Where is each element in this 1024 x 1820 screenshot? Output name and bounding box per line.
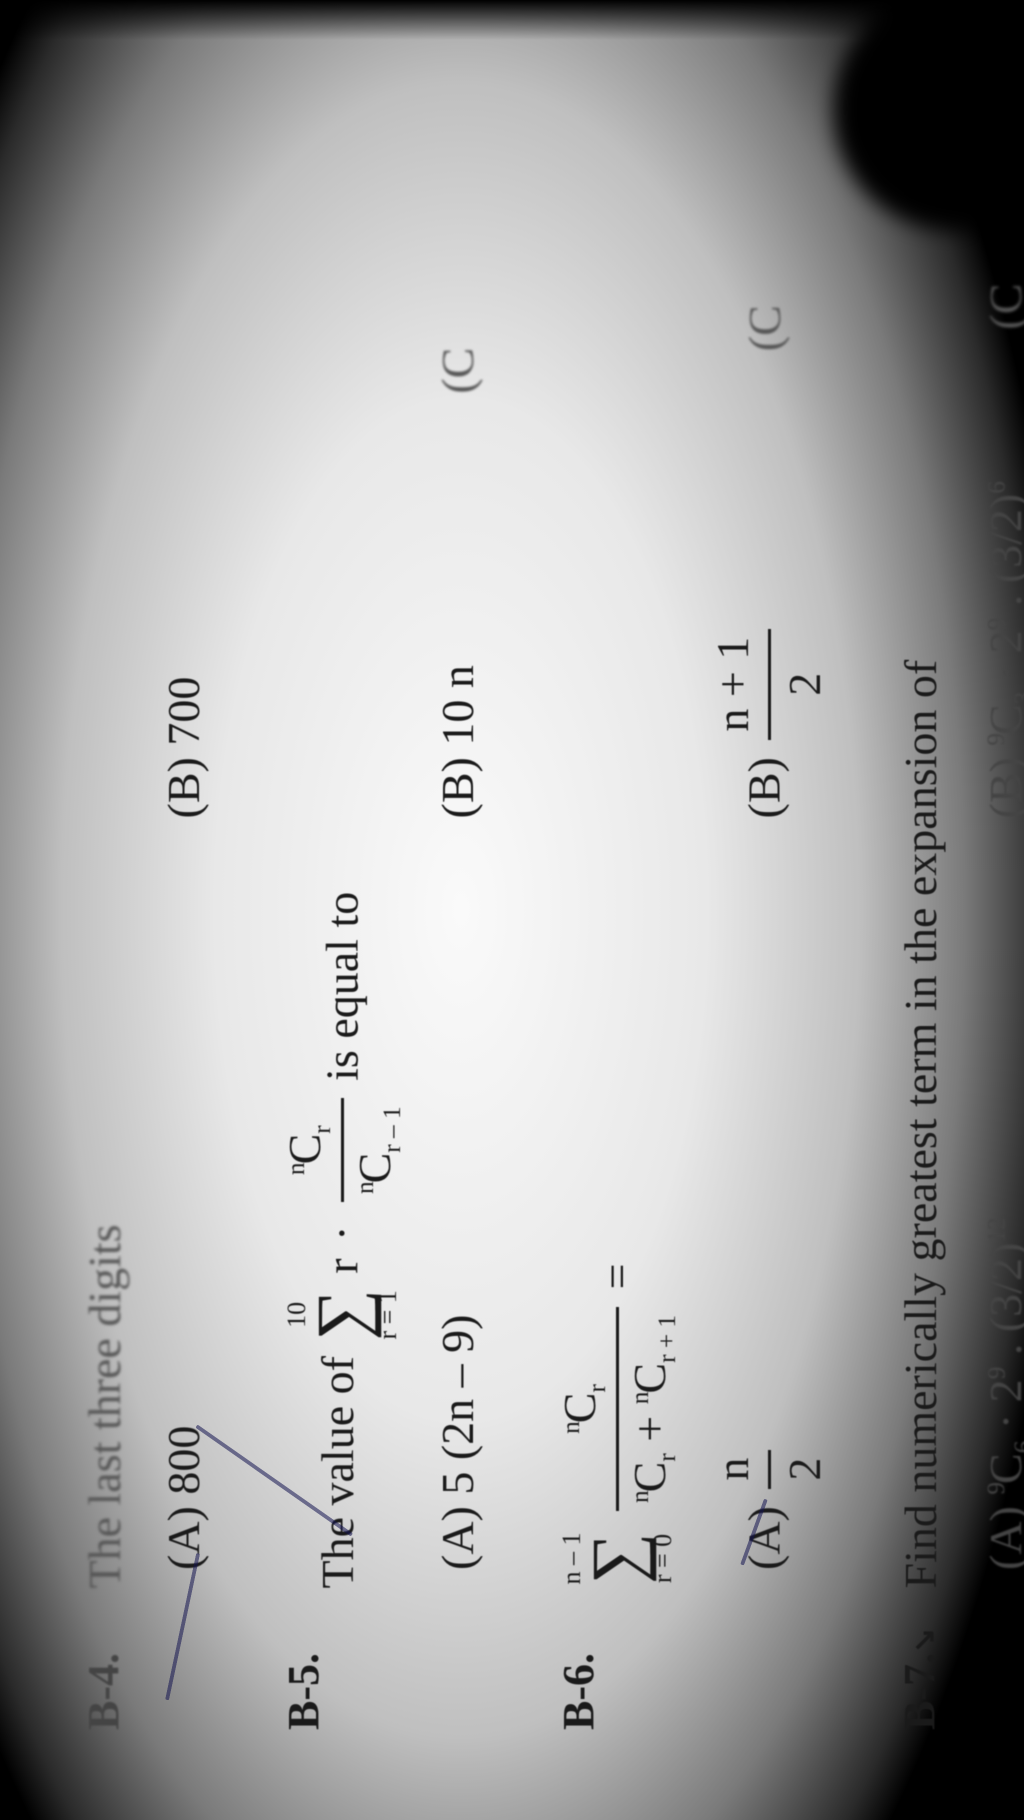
options-b6: (A) n 2 (B) n + 1 2 (C — [701, 30, 837, 1570]
b7-optB: (B) 9C3 · 29 . (3/2)6 — [974, 481, 1024, 818]
b5-stem-pre: The value of — [312, 1345, 363, 1589]
b6-optC: (C — [739, 305, 790, 351]
b7-optA: (A) 9C6 · 29 . (3/2)12 — [974, 830, 1024, 1570]
b5-stem-post: is equal to — [316, 892, 367, 1081]
qnum-b6: B-6. — [551, 1600, 606, 1730]
qnum-b7: B-7.↘ — [892, 1600, 947, 1730]
b5-optA: (A) 5 (2n – 9) — [426, 830, 490, 1570]
b5-sum-lower: r = 1 — [375, 1289, 401, 1340]
b6-optB: (B) n + 1 2 — [701, 623, 837, 819]
options-b7: (A) 9C6 · 29 . (3/2)12 (B) 9C3 · 29 . (3… — [974, 30, 1024, 1570]
b7-optC: (C — [980, 284, 1024, 330]
qnum-b5: B-5. — [276, 1600, 331, 1730]
b5-frac: nCr nCr – 1 — [276, 1098, 409, 1202]
stem-b4: The last three digits — [76, 89, 134, 1589]
question-b6: B-6. n – 1 ∑ r = 0 nCr nCr + nCr + 1 = — [551, 30, 684, 1730]
content-block: B-4. The last three digits (A) 800 (B) 7… — [40, 30, 1024, 1730]
options-b5: (A) 5 (2n – 9) (B) 10 n (C — [426, 30, 490, 1570]
qnum-b4: B-4. — [76, 1600, 131, 1730]
b5-sum-body: r — [316, 1258, 367, 1273]
b5-frac-num: nCr — [276, 1098, 344, 1202]
b6-frac-den: nCr + nCr + 1 — [619, 1307, 684, 1511]
b5-frac-den: nCr – 1 — [344, 1098, 409, 1202]
b4-optB: (B) 700 — [152, 677, 216, 819]
page-surface: B-4. The last three digits (A) 800 (B) 7… — [0, 0, 1024, 1820]
question-b4: B-4. The last three digits — [76, 30, 134, 1730]
b6-optB-frac: n + 1 2 — [701, 629, 837, 740]
b4-optA: (A) 800 — [152, 830, 216, 1570]
options-b4: (A) 800 (B) 700 — [152, 30, 216, 1570]
b5-optC: (C — [432, 348, 483, 394]
b6-frac-num: nCr — [551, 1307, 619, 1511]
b6-frac: nCr nCr + nCr + 1 — [551, 1307, 684, 1511]
sigma-icon-2: n – 1 ∑ r = 0 — [559, 1533, 676, 1585]
stem-b7: Find numerically greatest term in the ex… — [892, 89, 950, 1589]
b6-optA: (A) n 2 — [701, 830, 837, 1570]
b6-equals: = — [591, 1263, 642, 1289]
b5-dot: · — [316, 1226, 367, 1241]
sigma-icon: 10 ∑ r = 1 — [284, 1289, 401, 1340]
stem-b5: The value of 10 ∑ r = 1 r · nCr nCr – 1 … — [276, 89, 409, 1589]
sigma-glyph-2: ∑ — [585, 1533, 650, 1585]
question-b7: B-7.↘ Find numerically greatest term in … — [892, 30, 950, 1730]
b5-optB: (B) 10 n — [426, 665, 490, 818]
stem-b6: n – 1 ∑ r = 0 nCr nCr + nCr + 1 = — [551, 89, 684, 1589]
b6-sum-lower: r = 0 — [650, 1533, 676, 1585]
question-b5: B-5. The value of 10 ∑ r = 1 r · nCr nCr… — [276, 30, 409, 1730]
b6-optA-frac: n 2 — [701, 1450, 837, 1489]
sigma-glyph: ∑ — [310, 1289, 375, 1340]
